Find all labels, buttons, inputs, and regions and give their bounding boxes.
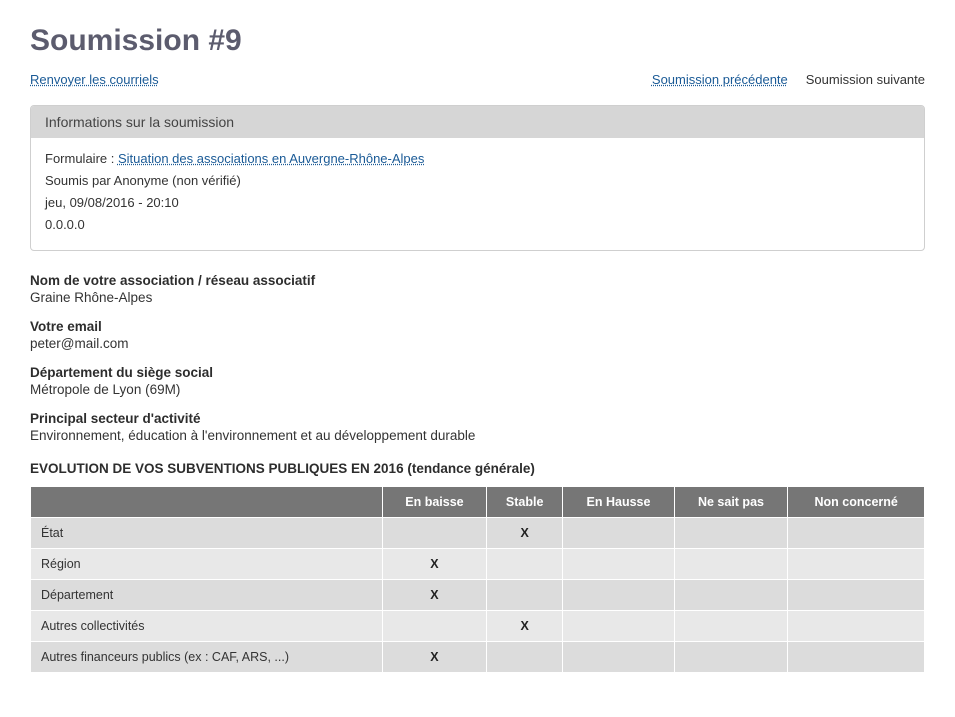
table-section-title: EVOLUTION DE VOS SUBVENTIONS PUBLIQUES E…	[30, 461, 925, 476]
previous-submission-link[interactable]: Soumission précédente	[652, 72, 788, 87]
table-col-header-2: Stable	[486, 487, 563, 518]
next-submission-label[interactable]: Soumission suivante	[806, 72, 925, 87]
datetime-line: jeu, 09/08/2016 - 20:10	[45, 192, 910, 214]
table-row: État X	[31, 518, 925, 549]
table-row: Autres financeurs publics (ex : CAF, ARS…	[31, 642, 925, 673]
field-block-1: Votre email peter@mail.com	[30, 319, 925, 351]
page-title: Soumission #9	[30, 24, 925, 58]
form-line: Formulaire : Situation des associations …	[45, 148, 910, 170]
submitted-by-line: Soumis par Anonyme (non vérifié)	[45, 170, 910, 192]
field-block-0: Nom de votre association / réseau associ…	[30, 273, 925, 305]
table-col-header-0	[31, 487, 383, 518]
form-link[interactable]: Situation des associations en Auvergne-R…	[118, 151, 424, 166]
form-fields-container: Nom de votre association / réseau associ…	[30, 273, 925, 443]
info-box-header: Informations sur la soumission	[31, 106, 924, 138]
table-col-header-5: Non concerné	[788, 487, 925, 518]
field-block-2: Département du siège social Métropole de…	[30, 365, 925, 397]
table-row: Département X	[31, 580, 925, 611]
submission-info-box: Informations sur la soumission Formulair…	[30, 105, 925, 251]
table-header-row: En baisse Stable En Hausse Ne sait pas N…	[31, 487, 925, 518]
ip-line: 0.0.0.0	[45, 214, 910, 236]
table-row: Autres collectivités X	[31, 611, 925, 642]
resend-emails-link[interactable]: Renvoyer les courriels	[30, 72, 159, 87]
field-block-3: Principal secteur d'activité Environneme…	[30, 411, 925, 443]
table-col-header-1: En baisse	[383, 487, 487, 518]
table-row: Région X	[31, 549, 925, 580]
table-col-header-4: Ne sait pas	[674, 487, 788, 518]
table-col-header-3: En Hausse	[563, 487, 674, 518]
subventions-table: En baisse Stable En Hausse Ne sait pas N…	[30, 486, 925, 673]
